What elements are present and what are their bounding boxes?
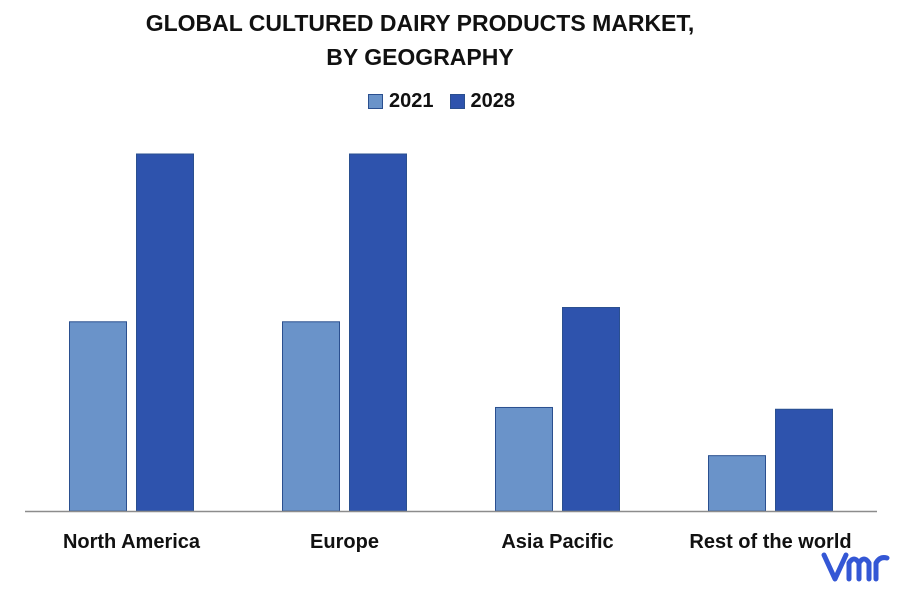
legend-swatch-2028 — [449, 94, 465, 109]
x-tick-label: Asia Pacific — [501, 531, 613, 553]
x-tick-label: North America — [63, 531, 201, 553]
bar-2021-rest-of-the-world — [708, 455, 766, 512]
legend-label-2021: 2021 — [389, 90, 434, 112]
chart-title-line-2: BY GEOGRAPHY — [326, 44, 514, 70]
bar-2021-asia-pacific — [495, 406, 553, 512]
legend-item-2021: 2021 — [368, 90, 434, 113]
vmr-logo — [821, 549, 891, 592]
bar-2021-europe — [282, 321, 340, 512]
legend-item-2028: 2028 — [449, 90, 516, 113]
bar-2028-rest-of-the-world — [775, 408, 833, 512]
vmr-logo-icon — [821, 552, 890, 582]
legend: 2021 2028 — [0, 90, 883, 113]
bar-2028-north-america — [136, 153, 194, 512]
legend-swatch-2021 — [368, 94, 383, 109]
x-tick-label: Rest of the world — [689, 531, 851, 553]
chart-title-line-1: GLOBAL CULTURED DAIRY PRODUCTS MARKET, — [145, 10, 695, 36]
legend-label-2028: 2028 — [470, 90, 516, 112]
bar-2028-europe — [349, 153, 407, 512]
bar-2028-asia-pacific — [562, 307, 620, 512]
x-tick-label: Europe — [310, 531, 379, 553]
bar-2021-north-america — [69, 321, 127, 512]
